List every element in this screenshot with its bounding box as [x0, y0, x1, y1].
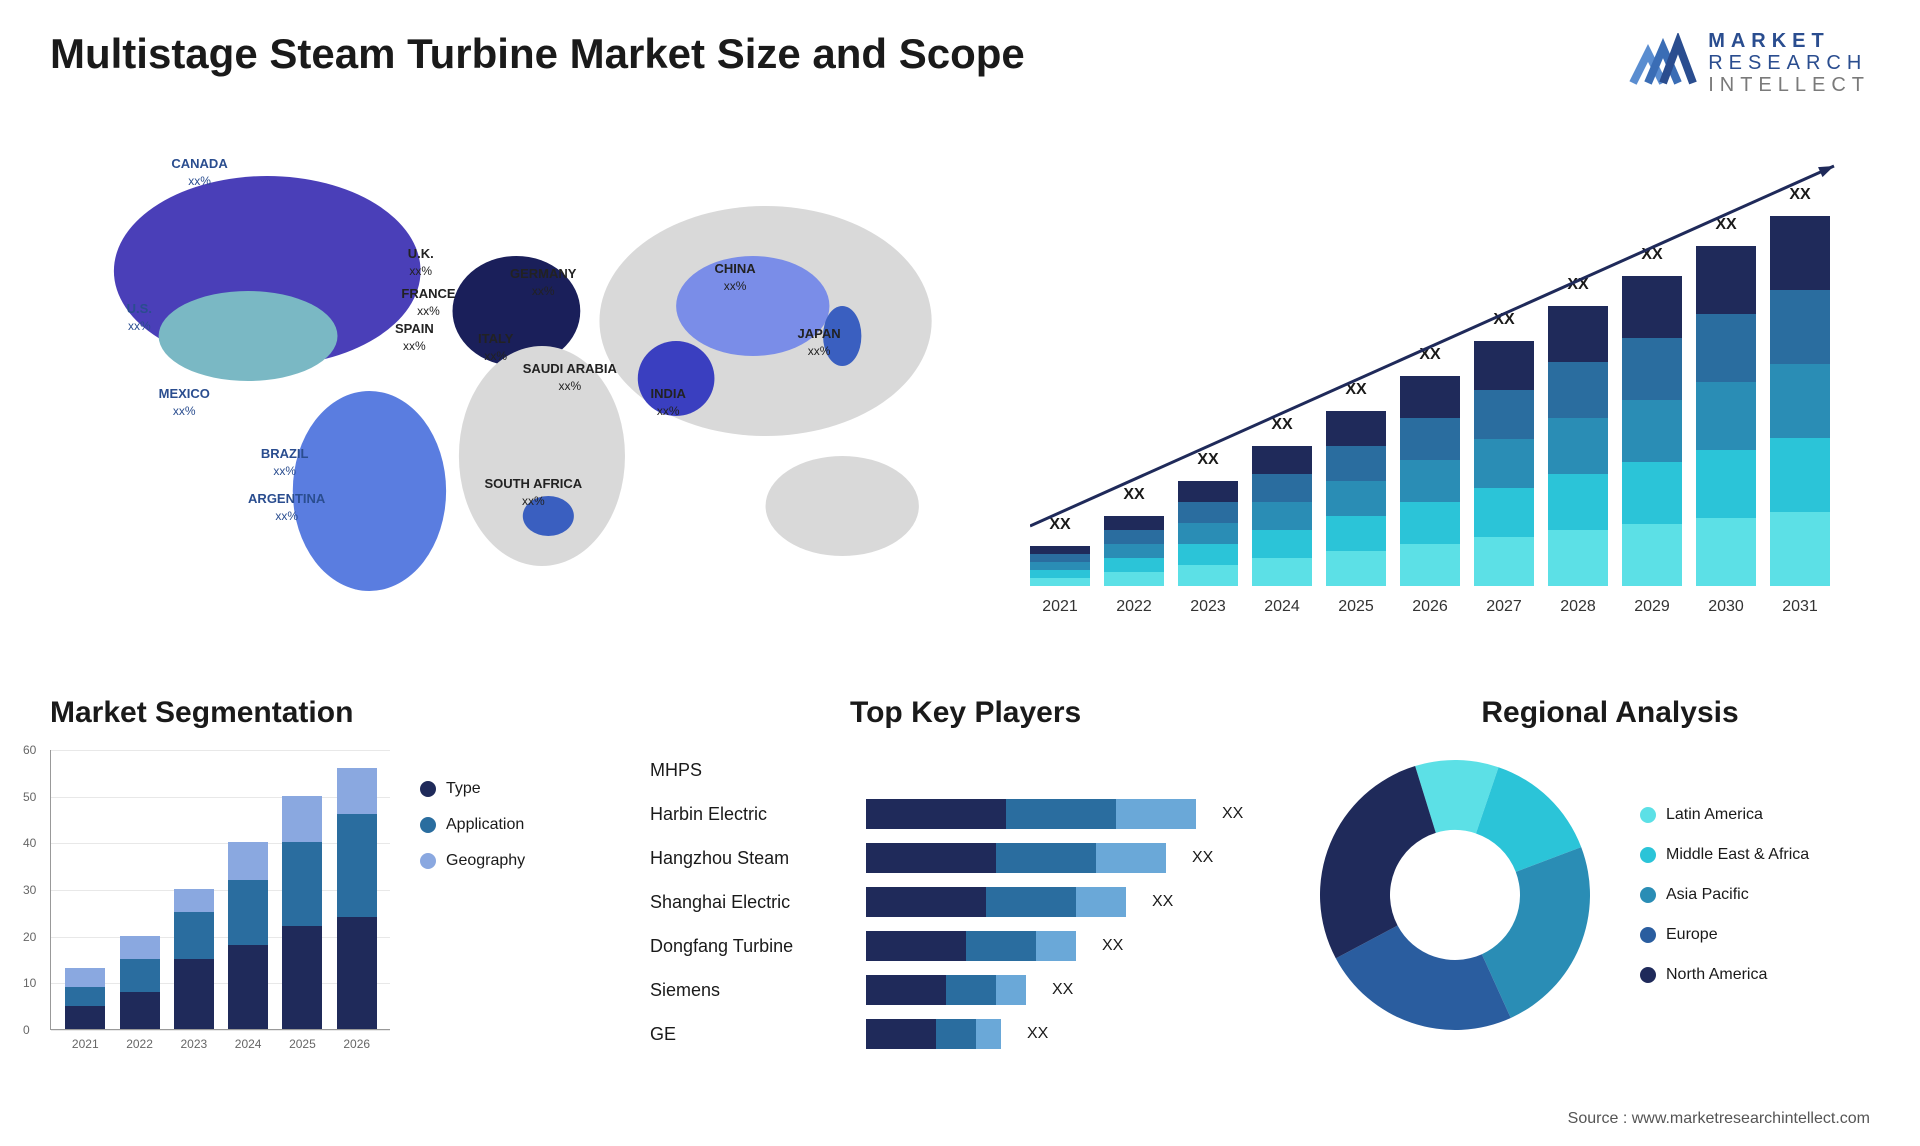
players-section: Top Key Players MHPSHarbin ElectricXXHan… [650, 696, 1270, 1054]
growth-bar: XX2026 [1400, 376, 1460, 586]
segmentation-bar: 2021 [65, 968, 105, 1029]
segmentation-bar: 2024 [228, 842, 268, 1029]
growth-bar: XX2030 [1696, 246, 1756, 586]
map-label: JAPANxx% [798, 326, 841, 360]
legend-item: Asia Pacific [1640, 886, 1809, 904]
map-label: BRAZILxx% [261, 446, 309, 480]
player-row: Harbin ElectricXX [650, 794, 1270, 834]
growth-bar: XX2031 [1770, 216, 1830, 586]
map-label: GERMANYxx% [510, 266, 576, 300]
world-map: CANADAxx% U.S.xx% MEXICOxx% BRAZILxx% ARGENT… [50, 126, 970, 646]
regional-section: Regional Analysis Latin America Middle Ea… [1310, 696, 1870, 1054]
source-text: Source : www.marketresearchintellect.com [1568, 1110, 1870, 1128]
map-label: ARGENTINAxx% [248, 491, 325, 525]
map-label: CANADAxx% [171, 156, 227, 190]
map-label: FRANCExx% [401, 286, 455, 320]
page-title: Multistage Steam Turbine Market Size and… [50, 30, 1025, 78]
segmentation-bar: 2022 [120, 936, 160, 1029]
segmentation-bar: 2023 [174, 889, 214, 1029]
header: Multistage Steam Turbine Market Size and… [50, 30, 1870, 96]
growth-bar: XX2024 [1252, 446, 1312, 586]
map-label: U.K.xx% [408, 246, 434, 280]
map-label: ITALYxx% [478, 331, 513, 365]
growth-bar: XX2028 [1548, 306, 1608, 586]
map-label: SAUDI ARABIAxx% [523, 361, 617, 395]
legend-item: Application [420, 816, 525, 834]
map-label: U.S.xx% [127, 301, 152, 335]
segmentation-chart: 0102030405060202120222023202420252026 [50, 750, 390, 1030]
growth-bar: XX2022 [1104, 516, 1164, 586]
growth-bar: XX2021 [1030, 546, 1090, 586]
segmentation-title: Market Segmentation [50, 696, 610, 730]
legend-item: Geography [420, 852, 525, 870]
player-row: GEXX [650, 1014, 1270, 1054]
logo: MARKET RESEARCH INTELLECT [1628, 30, 1870, 96]
map-label: SPAINxx% [395, 321, 434, 355]
player-row: Hangzhou SteamXX [650, 838, 1270, 878]
growth-bar: XX2027 [1474, 341, 1534, 586]
row-1: CANADAxx% U.S.xx% MEXICOxx% BRAZILxx% ARGENT… [50, 126, 1870, 646]
logo-text: MARKET RESEARCH INTELLECT [1708, 30, 1870, 96]
player-row: MHPS [650, 750, 1270, 790]
players-title: Top Key Players [850, 696, 1270, 730]
regional-legend: Latin America Middle East & Africa Asia Pa… [1640, 806, 1809, 984]
legend-item: Latin America [1640, 806, 1809, 824]
map-label: CHINAxx% [714, 261, 755, 295]
growth-bar: XX2025 [1326, 411, 1386, 586]
segmentation-section: Market Segmentation 01020304050602021202… [50, 696, 610, 1054]
growth-bar: XX2023 [1178, 481, 1238, 586]
player-row: Shanghai ElectricXX [650, 882, 1270, 922]
player-row: SiemensXX [650, 970, 1270, 1010]
map-label: SOUTH AFRICAxx% [484, 476, 582, 510]
segmentation-bar: 2026 [337, 768, 377, 1029]
segmentation-legend: Type Application Geography [420, 750, 525, 870]
growth-bar: XX2029 [1622, 276, 1682, 586]
growth-chart: XX2021XX2022XX2023XX2024XX2025XX2026XX20… [1030, 126, 1870, 646]
map-label: INDIAxx% [651, 386, 686, 420]
map-label: MEXICOxx% [159, 386, 210, 420]
row-2: Market Segmentation 01020304050602021202… [50, 696, 1870, 1054]
legend-item: Europe [1640, 926, 1809, 944]
legend-item: North America [1640, 966, 1809, 984]
legend-item: Type [420, 780, 525, 798]
legend-item: Middle East & Africa [1640, 846, 1809, 864]
player-row: Dongfang TurbineXX [650, 926, 1270, 966]
logo-icon [1628, 33, 1698, 93]
regional-title: Regional Analysis [1350, 696, 1870, 730]
segmentation-bar: 2025 [282, 796, 322, 1029]
players-chart: MHPSHarbin ElectricXXHangzhou SteamXXSha… [650, 750, 1270, 1054]
regional-donut [1310, 750, 1600, 1040]
